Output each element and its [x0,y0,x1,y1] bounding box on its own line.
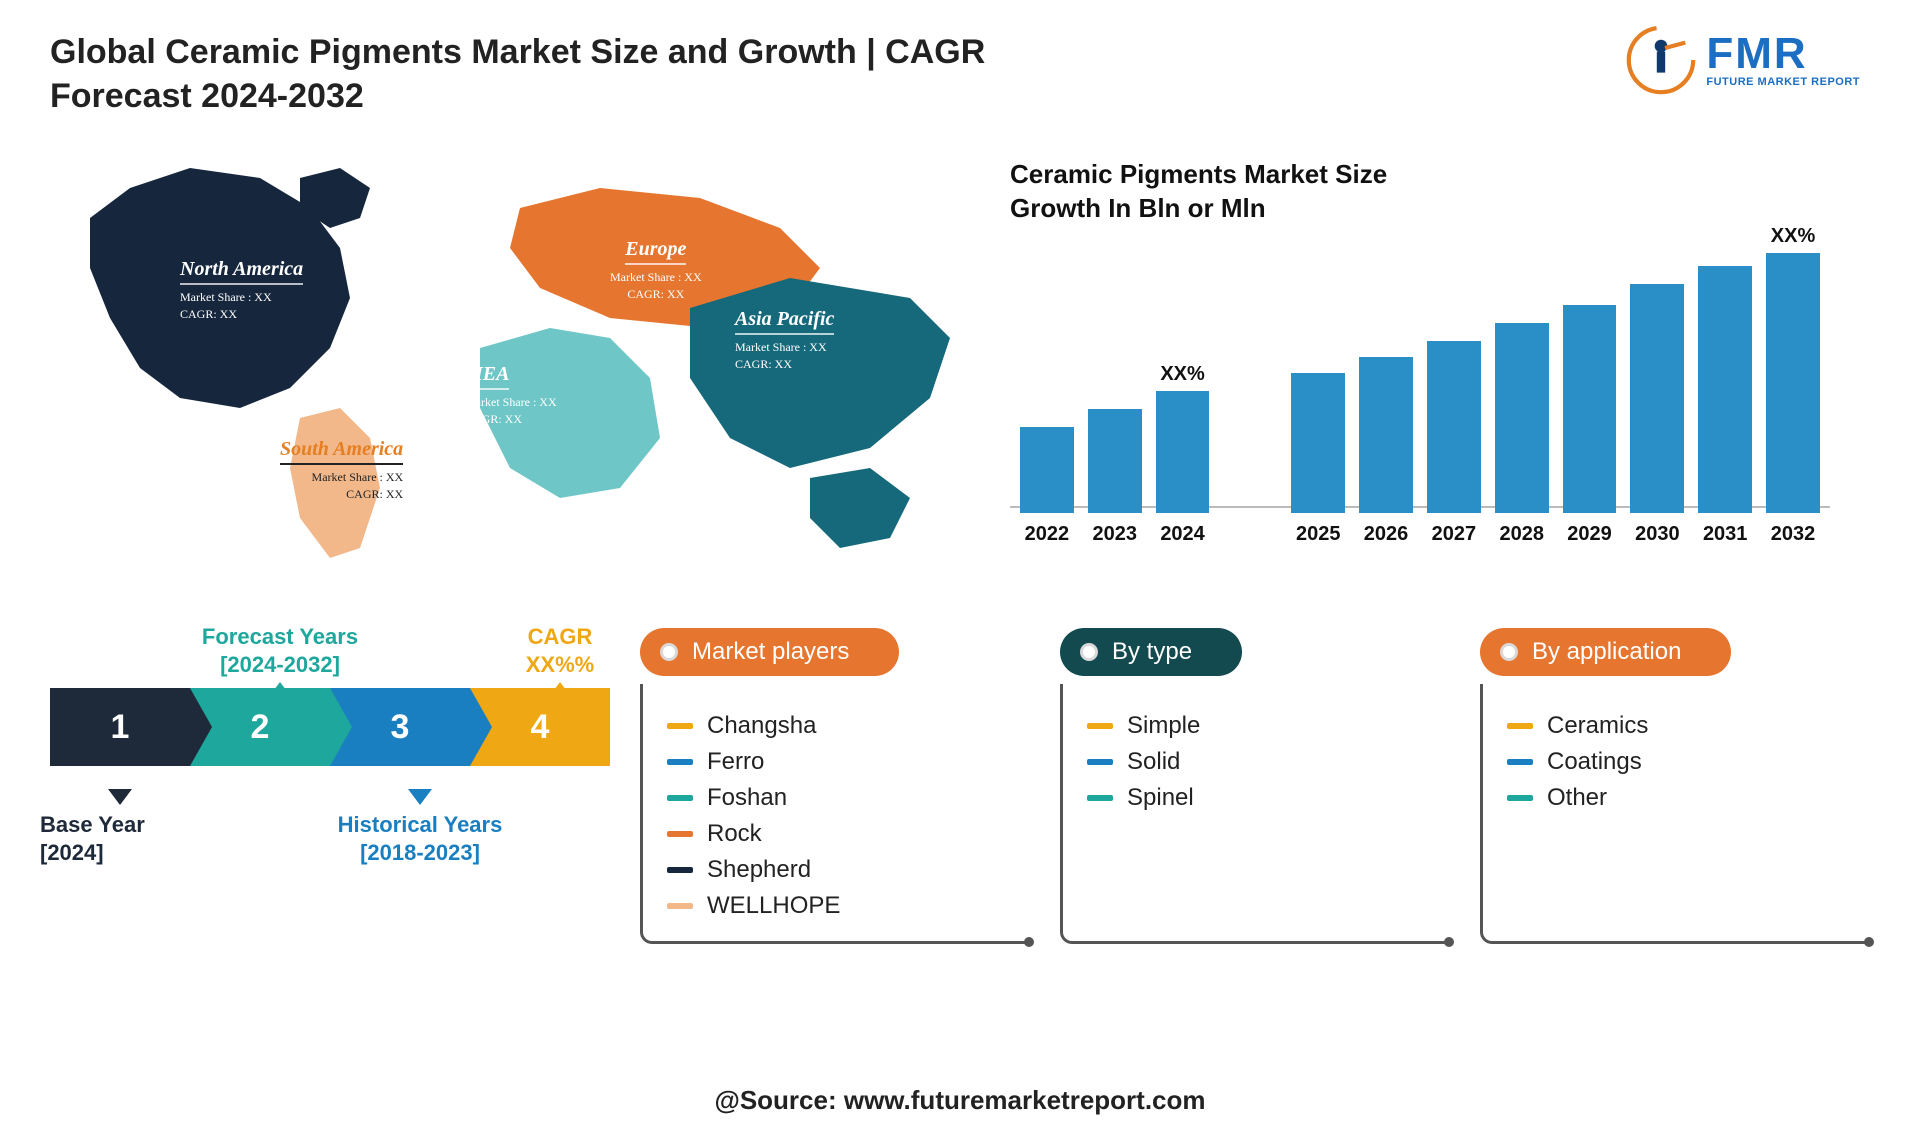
list-item: Other [1507,784,1860,812]
bar: 2022 [1020,427,1074,546]
market-players-header: Market players [640,628,899,676]
market-players-panel: Market players Changsha Ferro Foshan Rock Sh… [640,628,1030,944]
bar: 2031 [1698,266,1752,546]
bar: XX%2024 [1156,391,1210,546]
bar [1223,536,1277,546]
region-asia-pacific: Asia Pacific Market Share : XX CAGR: XX [735,308,834,373]
timeline: Forecast Years[2024-2032] CAGRXX%% 1 2 3… [50,628,610,766]
region-europe: Europe Market Share : XX CAGR: XX [610,238,702,303]
list-item: Spinel [1087,784,1440,812]
bar: 2027 [1427,341,1481,546]
base-year-label: Base Year[2024] [40,785,200,866]
by-type-header: By type [1060,628,1242,676]
region-north-america: North America Market Share : XX CAGR: XX [180,258,303,323]
list-item: Changsha [667,712,1020,740]
logo-fmr-text: FMR [1706,32,1860,76]
list-item: Foshan [667,784,1020,812]
list-item: Solid [1087,748,1440,776]
list-item: Ferro [667,748,1020,776]
list-item: Ceramics [1507,712,1860,740]
world-map: North America Market Share : XX CAGR: XX… [50,148,970,568]
bar: 2025 [1291,373,1345,546]
fmr-logo: FMR FUTURE MARKET REPORT [1626,25,1860,95]
list-item: Shepherd [667,856,1020,884]
bar: 2028 [1495,323,1549,546]
list-item: Rock [667,820,1020,848]
logo-sub-text: FUTURE MARKET REPORT [1706,76,1860,88]
bar: 2023 [1088,409,1142,546]
bar: 2030 [1630,284,1684,546]
logo-icon [1626,25,1696,95]
by-application-header: By application [1480,628,1731,676]
by-type-panel: By type Simple Solid Spinel [1060,628,1450,944]
bar: XX%2032 [1766,253,1820,546]
historical-label: Historical Years[2018-2023] [310,785,530,866]
bar: 2029 [1563,305,1617,546]
by-application-panel: By application Ceramics Coatings Other [1480,628,1870,944]
list-item: Coatings [1507,748,1860,776]
page-title: Global Ceramic Pigments Market Size and … [50,30,1100,118]
bar: 2026 [1359,357,1413,546]
bar-chart: Ceramic Pigments Market Size Growth In B… [1010,148,1830,546]
chart-title: Ceramic Pigments Market Size Growth In B… [1010,158,1390,226]
list-item: WELLHOPE [667,892,1020,920]
timeline-seg-1: 1 [50,688,190,766]
region-south-america: South America Market Share : XX CAGR: XX [280,438,403,503]
list-item: Simple [1087,712,1440,740]
region-mea: MEA Market Share : XX CAGR: XX [465,363,557,428]
source-attribution: @Source: www.futuremarketreport.com [0,1085,1920,1116]
